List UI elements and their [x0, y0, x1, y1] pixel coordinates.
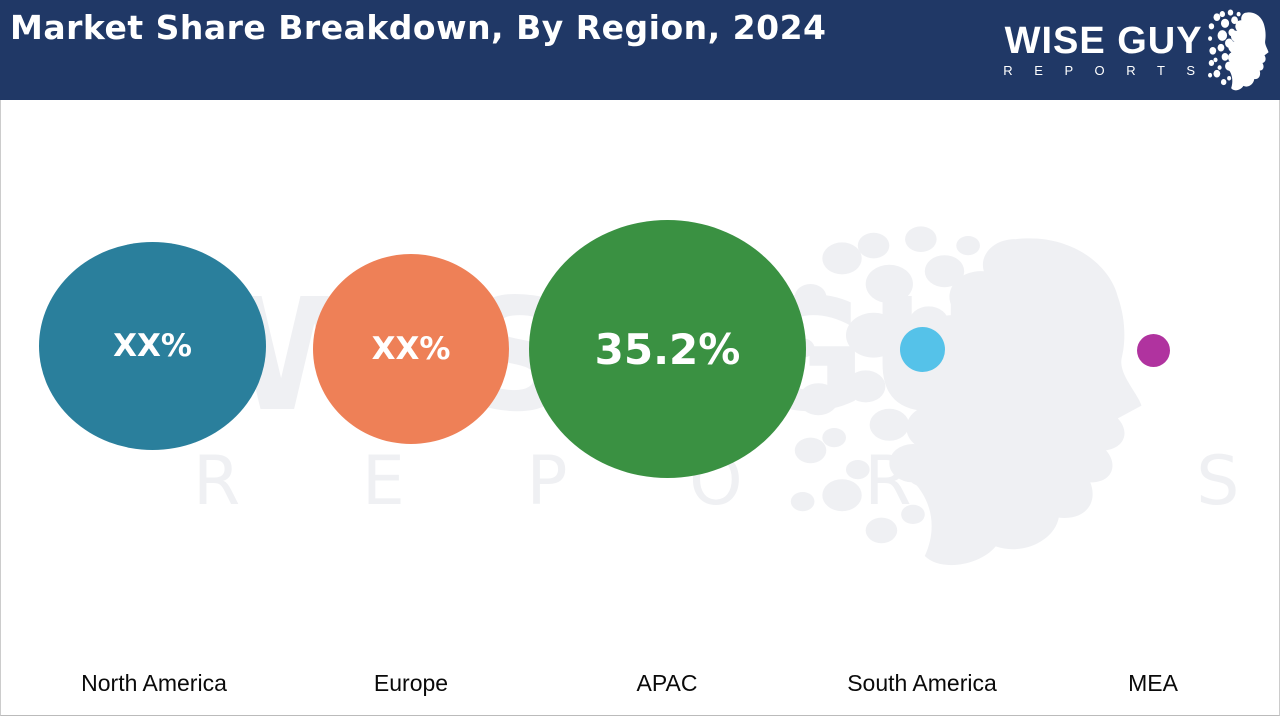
- logo-wordmark: WISE GUY: [1004, 20, 1203, 63]
- bubble-south-america: [900, 327, 945, 372]
- page-title: Market Share Breakdown, By Region, 2024: [10, 8, 827, 47]
- bubble-chart: WISE GUY R E P O R T S XX% XX% 35.2% Nor…: [0, 100, 1280, 716]
- logo-text: WISE GUY R E P O R T S: [1003, 20, 1204, 78]
- bubble-europe: XX%: [313, 254, 509, 444]
- category-label-south-america: South America: [847, 670, 997, 696]
- category-label-europe: Europe: [373, 670, 449, 696]
- bubble-north-america: XX%: [39, 242, 266, 450]
- category-label-apac: APAC: [636, 670, 698, 696]
- watermark-head-icon: [790, 226, 1142, 566]
- category-label-north-america: North America: [81, 670, 227, 696]
- bubble-value-europe: XX%: [371, 331, 451, 367]
- bubble-value-north-america: XX%: [113, 328, 192, 364]
- bubble-value-apac: 35.2%: [594, 324, 741, 374]
- bubble-mea: [1137, 334, 1170, 367]
- header-bar: Market Share Breakdown, By Region, 2024 …: [0, 0, 1280, 100]
- dotted-head-profile-icon: [1208, 9, 1269, 91]
- logo-subtitle: R E P O R T S: [1003, 62, 1204, 78]
- wise-guy-logo: WISE GUY R E P O R T S: [1003, 4, 1274, 96]
- category-label-mea: MEA: [1128, 670, 1178, 696]
- bubble-apac: 35.2%: [529, 220, 806, 478]
